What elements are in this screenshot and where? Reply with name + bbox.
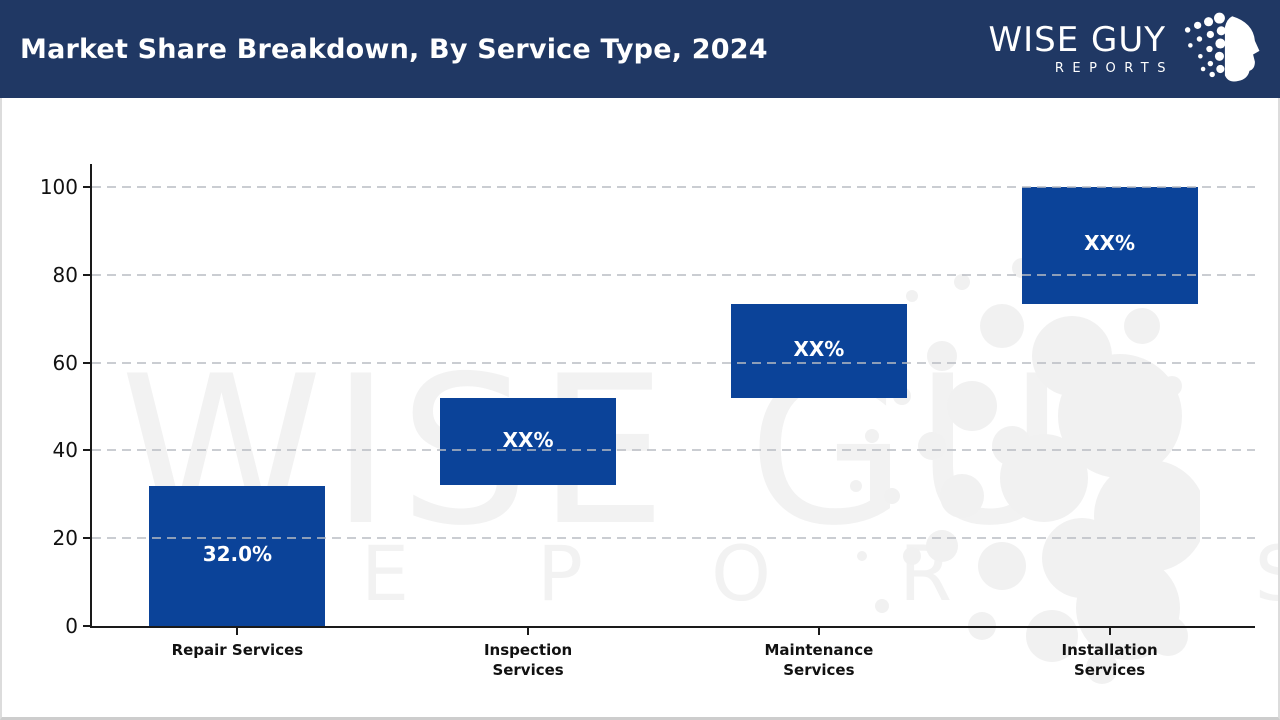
- gridline: [92, 449, 1255, 452]
- y-axis-spine: [90, 164, 92, 628]
- bar-segment: [440, 397, 617, 486]
- chart-area: WISE GU R E P O R T S 32.0% XX% XX% XX% 0 20…: [0, 98, 1280, 720]
- x-tick-mark: [817, 628, 820, 635]
- y-tick-mark: [83, 625, 91, 627]
- bar-value-label: 32.0%: [202, 541, 273, 566]
- x-category-label-line: Services: [783, 661, 855, 679]
- y-tick-mark: [83, 186, 91, 188]
- x-category-label-line: Services: [492, 661, 564, 679]
- logo-subtitle: REPORTS: [1054, 60, 1174, 76]
- header-bar: Market Share Breakdown, By Service Type,…: [0, 0, 1280, 98]
- x-category-label: Installation Services: [1020, 640, 1200, 680]
- x-category-label-line: Services: [1073, 661, 1146, 679]
- gridline: [92, 537, 1255, 540]
- x-category-label-line: Installation: [1061, 641, 1158, 659]
- x-category-label: Inspection Services: [438, 640, 618, 680]
- y-tick-mark: [83, 273, 91, 276]
- logo-face-icon: [1184, 12, 1260, 82]
- bar-segment: [730, 303, 907, 398]
- gridline: [92, 273, 1255, 276]
- x-category-label: Maintenance Services: [729, 640, 909, 680]
- x-tick-mark: [1108, 628, 1111, 635]
- bar-value-label: XX%: [1084, 231, 1136, 256]
- x-tick-mark: [527, 628, 530, 635]
- gridline: [92, 361, 1255, 364]
- x-axis-spine: [90, 626, 1255, 628]
- bar-value-label: XX%: [793, 336, 845, 361]
- logo-wordmark: WISE GUY: [988, 19, 1166, 60]
- y-tick-label: 60: [52, 350, 78, 375]
- bar-segment: [1021, 187, 1198, 304]
- y-tick-label: 20: [52, 526, 78, 551]
- y-tick-mark: [83, 537, 91, 540]
- y-tick-mark: [83, 361, 91, 364]
- wise-guy-reports-logo: WISE GUY REPORTS: [988, 9, 1260, 89]
- y-tick-mark: [83, 449, 91, 452]
- y-tick-label: 40: [52, 438, 78, 463]
- x-category-label-line: Repair Services: [171, 641, 304, 659]
- gridline: [92, 186, 1255, 188]
- y-tick-label: 100: [39, 175, 78, 199]
- bar-value-label: XX%: [502, 427, 554, 452]
- bar-segment: [149, 485, 326, 626]
- logo-text: WISE GUY REPORTS: [988, 23, 1166, 76]
- x-tick-mark: [236, 628, 239, 635]
- x-category-label: Repair Services: [147, 640, 327, 660]
- watermark-face-dots: [847, 258, 1200, 684]
- y-tick-label: 80: [52, 262, 78, 287]
- x-category-label-line: Maintenance: [764, 641, 874, 659]
- chart-title: Market Share Breakdown, By Service Type,…: [20, 33, 768, 65]
- x-category-label-line: Inspection: [483, 641, 573, 659]
- y-tick-label: 0: [65, 614, 78, 638]
